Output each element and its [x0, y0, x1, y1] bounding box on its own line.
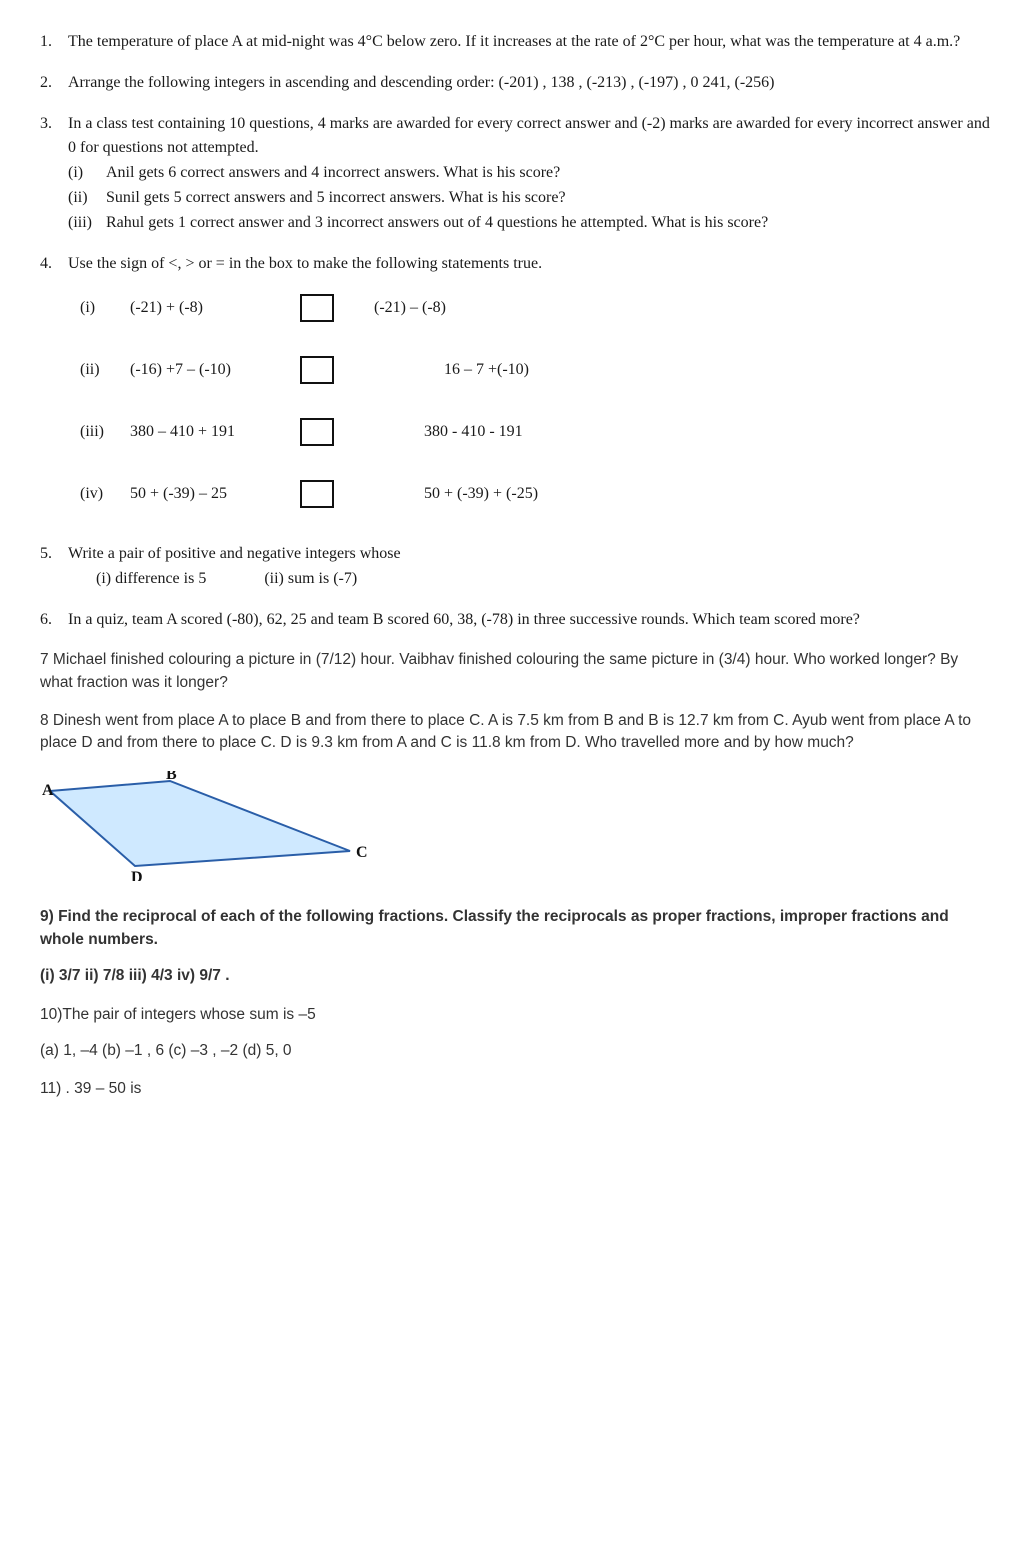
question-4: 4. Use the sign of <, > or = in the box … — [40, 252, 994, 507]
question-2: 2. Arrange the following integers in asc… — [40, 71, 994, 94]
rhs-expression: (-21) – (-8) — [374, 296, 446, 319]
answer-box[interactable] — [300, 356, 334, 384]
answer-box[interactable] — [300, 480, 334, 508]
question-number: 3. — [40, 112, 68, 158]
lhs-expression: (-21) + (-8) — [130, 296, 300, 319]
subpart-number: (ii) — [68, 186, 106, 209]
subparts-inline: (i) difference is 5 (ii) sum is (-7) — [96, 567, 994, 590]
question-number: 1. — [40, 30, 68, 53]
compare-row: (iv) 50 + (-39) – 25 50 + (-39) + (-25) — [80, 480, 994, 508]
subpart-ii: (ii) Sunil gets 5 correct answers and 5 … — [68, 186, 994, 209]
row-number: (ii) — [80, 358, 130, 381]
subpart-i: (i) difference is 5 — [96, 570, 206, 587]
question-1: 1. The temperature of place A at mid-nig… — [40, 30, 994, 53]
subpart-text: Sunil gets 5 correct answers and 5 incor… — [106, 186, 994, 209]
svg-text:D: D — [131, 869, 143, 881]
question-text: In a class test containing 10 questions,… — [68, 112, 994, 158]
svg-text:B: B — [166, 771, 177, 783]
answer-box[interactable] — [300, 294, 334, 322]
question-10: 10)The pair of integers whose sum is –5 — [40, 1004, 994, 1026]
svg-text:C: C — [356, 844, 368, 861]
row-number: (iv) — [80, 482, 130, 505]
question-number: 2. — [40, 71, 68, 94]
subpart-number: (i) — [68, 161, 106, 184]
question-text: Write a pair of positive and negative in… — [68, 542, 994, 565]
question-8: 8 Dinesh went from place A to place B an… — [40, 710, 994, 755]
question-3: 3. In a class test containing 10 questio… — [40, 112, 994, 234]
row-number: (i) — [80, 296, 130, 319]
row-number: (iii) — [80, 420, 130, 443]
svg-text:A: A — [42, 782, 54, 799]
compare-list: (i) (-21) + (-8) (-21) – (-8) (ii) (-16)… — [80, 294, 994, 508]
question-text: The temperature of place A at mid-night … — [68, 30, 994, 53]
question-text: Arrange the following integers in ascend… — [68, 71, 994, 94]
question-text: In a quiz, team A scored (-80), 62, 25 a… — [68, 608, 994, 631]
subpart-text: Anil gets 6 correct answers and 4 incorr… — [106, 161, 994, 184]
question-number: 4. — [40, 252, 68, 275]
quadrilateral-svg: A B C D — [40, 771, 390, 881]
diagram-quadrilateral: A B C D — [40, 771, 994, 888]
compare-row: (iii) 380 – 410 + 191 380 - 410 - 191 — [80, 418, 994, 446]
subpart-ii: (ii) sum is (-7) — [264, 570, 357, 587]
lhs-expression: 50 + (-39) – 25 — [130, 482, 300, 505]
question-11: 11) . 39 – 50 is — [40, 1078, 994, 1100]
subpart-iii: (iii) Rahul gets 1 correct answer and 3 … — [68, 211, 994, 234]
subpart-number: (iii) — [68, 211, 106, 234]
answer-box[interactable] — [300, 418, 334, 446]
question-7: 7 Michael finished colouring a picture i… — [40, 649, 994, 694]
question-9: 9) Find the reciprocal of each of the fo… — [40, 906, 994, 951]
question-number: 6. — [40, 608, 68, 631]
compare-row: (ii) (-16) +7 – (-10) 16 – 7 +(-10) — [80, 356, 994, 384]
rhs-expression: 380 - 410 - 191 — [424, 420, 523, 443]
question-text: Use the sign of <, > or = in the box to … — [68, 252, 994, 275]
question-number: 5. — [40, 542, 68, 565]
lhs-expression: 380 – 410 + 191 — [130, 420, 300, 443]
subpart-i: (i) Anil gets 6 correct answers and 4 in… — [68, 161, 994, 184]
question-6: 6. In a quiz, team A scored (-80), 62, 2… — [40, 608, 994, 631]
rhs-expression: 16 – 7 +(-10) — [444, 358, 529, 381]
question-5: 5. Write a pair of positive and negative… — [40, 542, 994, 590]
question-9-options: (i) 3/7 ii) 7/8 iii) 4/3 iv) 9/7 . — [40, 965, 994, 987]
compare-row: (i) (-21) + (-8) (-21) – (-8) — [80, 294, 994, 322]
lhs-expression: (-16) +7 – (-10) — [130, 358, 300, 381]
question-10-options: (a) 1, –4 (b) –1 , 6 (c) –3 , –2 (d) 5, … — [40, 1040, 994, 1062]
subpart-text: Rahul gets 1 correct answer and 3 incorr… — [106, 211, 994, 234]
rhs-expression: 50 + (-39) + (-25) — [424, 482, 538, 505]
